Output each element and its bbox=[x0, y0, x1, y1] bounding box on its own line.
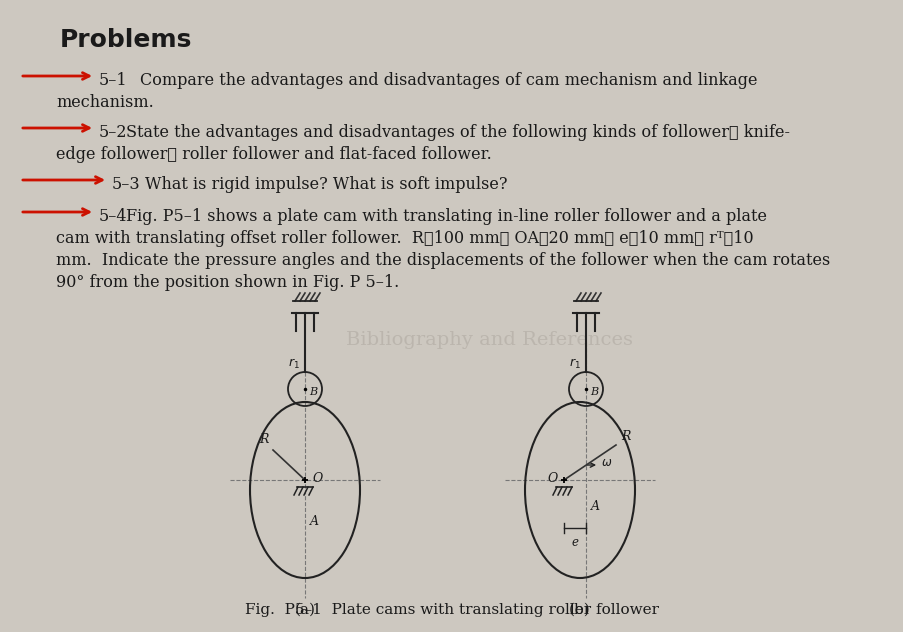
Text: 5–1: 5–1 bbox=[99, 72, 127, 89]
Text: A: A bbox=[591, 500, 600, 513]
Text: $\omega$: $\omega$ bbox=[600, 456, 611, 470]
Text: 5–2: 5–2 bbox=[99, 124, 127, 141]
Text: O: O bbox=[312, 471, 323, 485]
Text: $r_1$: $r_1$ bbox=[569, 357, 581, 371]
Text: $r_1$: $r_1$ bbox=[288, 357, 300, 371]
Text: Bibliography and References: Bibliography and References bbox=[346, 331, 633, 349]
Text: O: O bbox=[547, 471, 557, 485]
Text: mechanism.: mechanism. bbox=[56, 94, 154, 111]
Text: State the advantages and disadvantages of the following kinds of follower， knife: State the advantages and disadvantages o… bbox=[126, 124, 789, 141]
Text: 90° from the position shown in Fig. P 5–1.: 90° from the position shown in Fig. P 5–… bbox=[56, 274, 399, 291]
Text: Fig. P5–1 shows a plate cam with translating in-line roller follower and a plate: Fig. P5–1 shows a plate cam with transla… bbox=[126, 208, 766, 225]
Text: Fig.  P5–1  Plate cams with translating roller follower: Fig. P5–1 Plate cams with translating ro… bbox=[245, 603, 658, 617]
Text: A: A bbox=[310, 515, 319, 528]
Text: Compare the advantages and disadvantages of cam mechanism and linkage: Compare the advantages and disadvantages… bbox=[140, 72, 757, 89]
Text: 5–3: 5–3 bbox=[112, 176, 141, 193]
Text: What is rigid impulse? What is soft impulse?: What is rigid impulse? What is soft impu… bbox=[144, 176, 507, 193]
Text: B: B bbox=[590, 387, 598, 397]
Text: edge follower， roller follower and flat-faced follower.: edge follower， roller follower and flat-… bbox=[56, 146, 491, 163]
Text: R: R bbox=[259, 433, 269, 446]
Text: e: e bbox=[571, 536, 578, 549]
Text: mm.  Indicate the pressure angles and the displacements of the follower when the: mm. Indicate the pressure angles and the… bbox=[56, 252, 829, 269]
Text: B: B bbox=[309, 387, 317, 397]
Text: cam with translating offset roller follower.  R＝100 mm， OA＝20 mm， e＝10 mm， rᵀ＝10: cam with translating offset roller follo… bbox=[56, 230, 753, 247]
Text: (a): (a) bbox=[294, 603, 315, 617]
Text: R: R bbox=[620, 430, 629, 443]
Text: (b): (b) bbox=[569, 603, 591, 617]
Text: Problems: Problems bbox=[60, 28, 192, 52]
Text: 5–4: 5–4 bbox=[99, 208, 127, 225]
